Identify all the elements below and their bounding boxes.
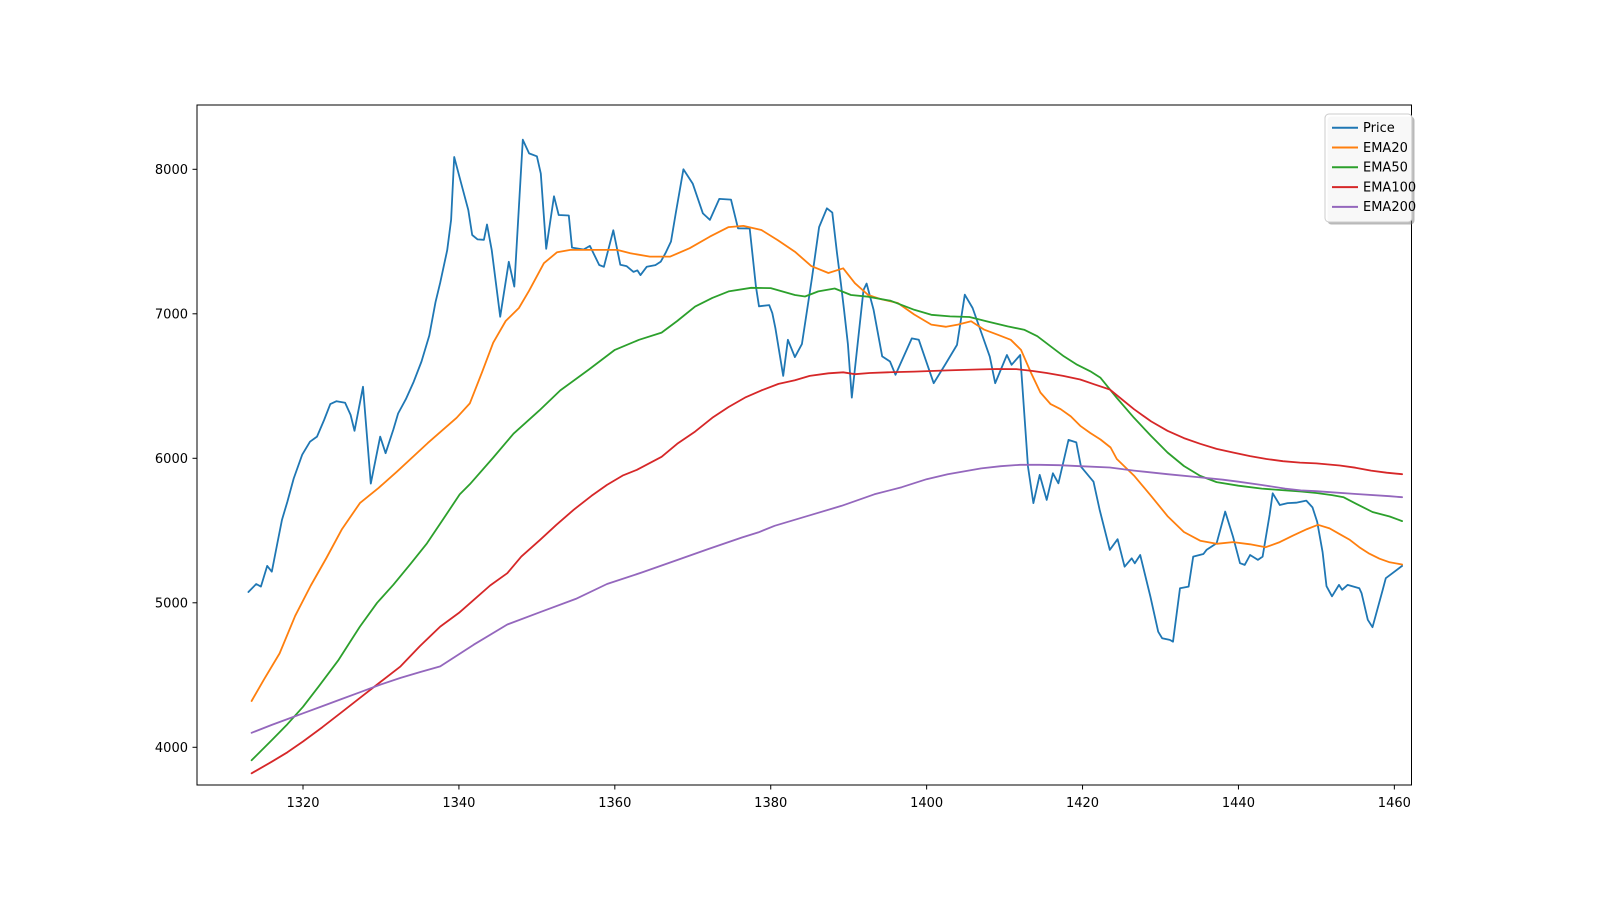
legend-label-ema100: EMA100 — [1363, 180, 1416, 195]
series-line-ema20 — [250, 224, 1403, 702]
x-tick-label: 1460 — [1378, 796, 1411, 811]
legend-item-ema200: EMA200 — [1332, 200, 1416, 215]
series-line-ema50 — [250, 286, 1403, 762]
x-tick-label: 1380 — [754, 796, 787, 811]
x-tick-label: 1340 — [442, 796, 475, 811]
legend-label-price: Price — [1363, 121, 1395, 136]
y-tick-label: 8000 — [155, 163, 188, 178]
series-lines — [247, 138, 1403, 775]
x-tick-label: 1420 — [1066, 796, 1099, 811]
legend-label-ema200: EMA200 — [1363, 200, 1416, 215]
x-tick-label: 1400 — [910, 796, 943, 811]
y-axis: 4000 5000 6000 7000 8000 — [155, 163, 197, 756]
legend-label-ema50: EMA50 — [1363, 161, 1408, 176]
plot-area — [196, 104, 1412, 786]
x-tick-label: 1360 — [598, 796, 631, 811]
legend-item-ema100: EMA100 — [1332, 180, 1416, 195]
x-tick-label: 1320 — [286, 796, 319, 811]
legend: Price EMA20 EMA50 EMA100 EMA200 — [1324, 113, 1416, 225]
legend-label-ema20: EMA20 — [1363, 141, 1408, 156]
y-tick-label: 5000 — [155, 596, 188, 611]
x-tick-label: 1440 — [1222, 796, 1255, 811]
plot-frame — [196, 104, 1412, 786]
legend-item-ema20: EMA20 — [1332, 141, 1408, 156]
y-tick-label: 7000 — [155, 307, 188, 322]
x-axis: 1320 1340 1360 1380 1400 1420 1440 1460 — [286, 785, 1411, 811]
legend-box — [1324, 113, 1413, 223]
y-tick-label: 4000 — [155, 741, 188, 756]
series-line-price — [247, 138, 1403, 643]
series-line-ema100 — [250, 368, 1403, 775]
legend-item-ema50: EMA50 — [1332, 161, 1408, 176]
legend-item-price: Price — [1332, 121, 1395, 136]
y-tick-label: 6000 — [155, 452, 188, 467]
series-line-ema200 — [250, 463, 1403, 734]
